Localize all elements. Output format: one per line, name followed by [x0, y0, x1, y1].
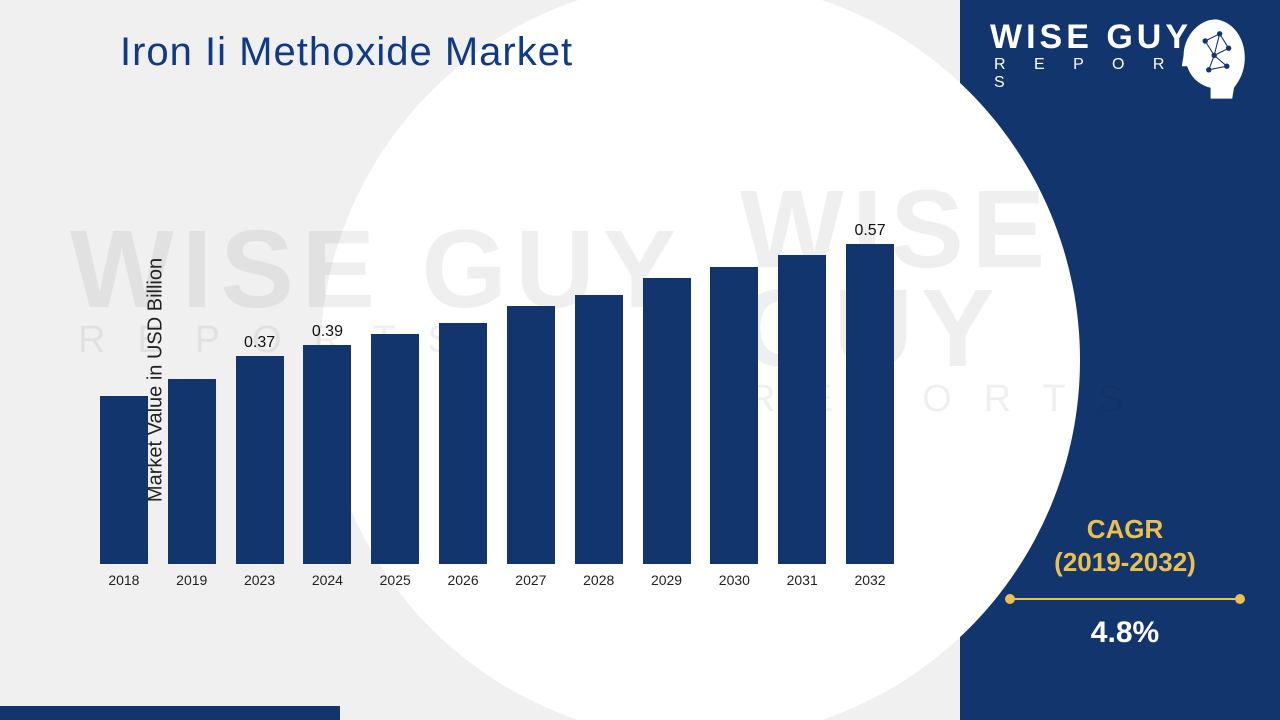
bar-col: 2019: [158, 160, 226, 564]
bar-x-label: 2018: [108, 572, 139, 588]
bars-container: 201820190.3720230.3920242025202620272028…: [84, 160, 910, 564]
bottom-strip: [0, 706, 340, 720]
cagr-box: CAGR (2019-2032) 4.8%: [1010, 514, 1240, 650]
brand-logo: WISE GUY R E P O R T S: [990, 20, 1250, 100]
bar-x-label: 2029: [651, 572, 682, 588]
bar-col: 0.572032: [836, 160, 904, 564]
bar: [371, 334, 419, 564]
bar: [439, 323, 487, 564]
bar-col: 2027: [497, 160, 565, 564]
bar-col: 2030: [700, 160, 768, 564]
bar-x-label: 2024: [312, 572, 343, 588]
bar: [643, 278, 691, 564]
bar-x-label: 2032: [854, 572, 885, 588]
bar-col: 0.392024: [293, 160, 361, 564]
bar-x-label: 2026: [447, 572, 478, 588]
bar-x-label: 2030: [719, 572, 750, 588]
bar-col: 2025: [361, 160, 429, 564]
bar: [303, 345, 351, 564]
bar-value-label: 0.39: [312, 323, 343, 341]
bar-value-label: 0.37: [244, 334, 275, 352]
bar: [100, 396, 148, 564]
cagr-value: 4.8%: [1010, 616, 1240, 650]
cagr-period: (2019-2032): [1010, 547, 1240, 578]
bar: [168, 379, 216, 564]
bar: [846, 244, 894, 564]
bar-col: 2031: [768, 160, 836, 564]
bar: [710, 267, 758, 564]
bar-x-label: 2019: [176, 572, 207, 588]
logo-head-icon: [1162, 14, 1252, 104]
bar: [575, 295, 623, 564]
bar-value-label: 0.57: [854, 222, 885, 240]
bar: [236, 356, 284, 564]
bar-col: 2029: [633, 160, 701, 564]
bar: [507, 306, 555, 564]
stage: WISE GUY REPORTS WISE GUY REPORTS Iron I…: [0, 0, 1280, 720]
cagr-divider: [1010, 598, 1240, 600]
chart-title: Iron Ii Methoxide Market: [120, 30, 573, 75]
bar: [778, 255, 826, 564]
bar-col: 2026: [429, 160, 497, 564]
bar-x-label: 2027: [515, 572, 546, 588]
bar-x-label: 2031: [787, 572, 818, 588]
bar-x-label: 2028: [583, 572, 614, 588]
bar-chart: Market Value in USD Billion 201820190.37…: [40, 160, 910, 600]
bar-x-label: 2025: [380, 572, 411, 588]
bar-col: 2028: [565, 160, 633, 564]
plot-area: 201820190.3720230.3920242025202620272028…: [84, 160, 910, 564]
bar-col: 2018: [90, 160, 158, 564]
cagr-label: CAGR: [1010, 514, 1240, 545]
bar-col: 0.372023: [226, 160, 294, 564]
bar-x-label: 2023: [244, 572, 275, 588]
